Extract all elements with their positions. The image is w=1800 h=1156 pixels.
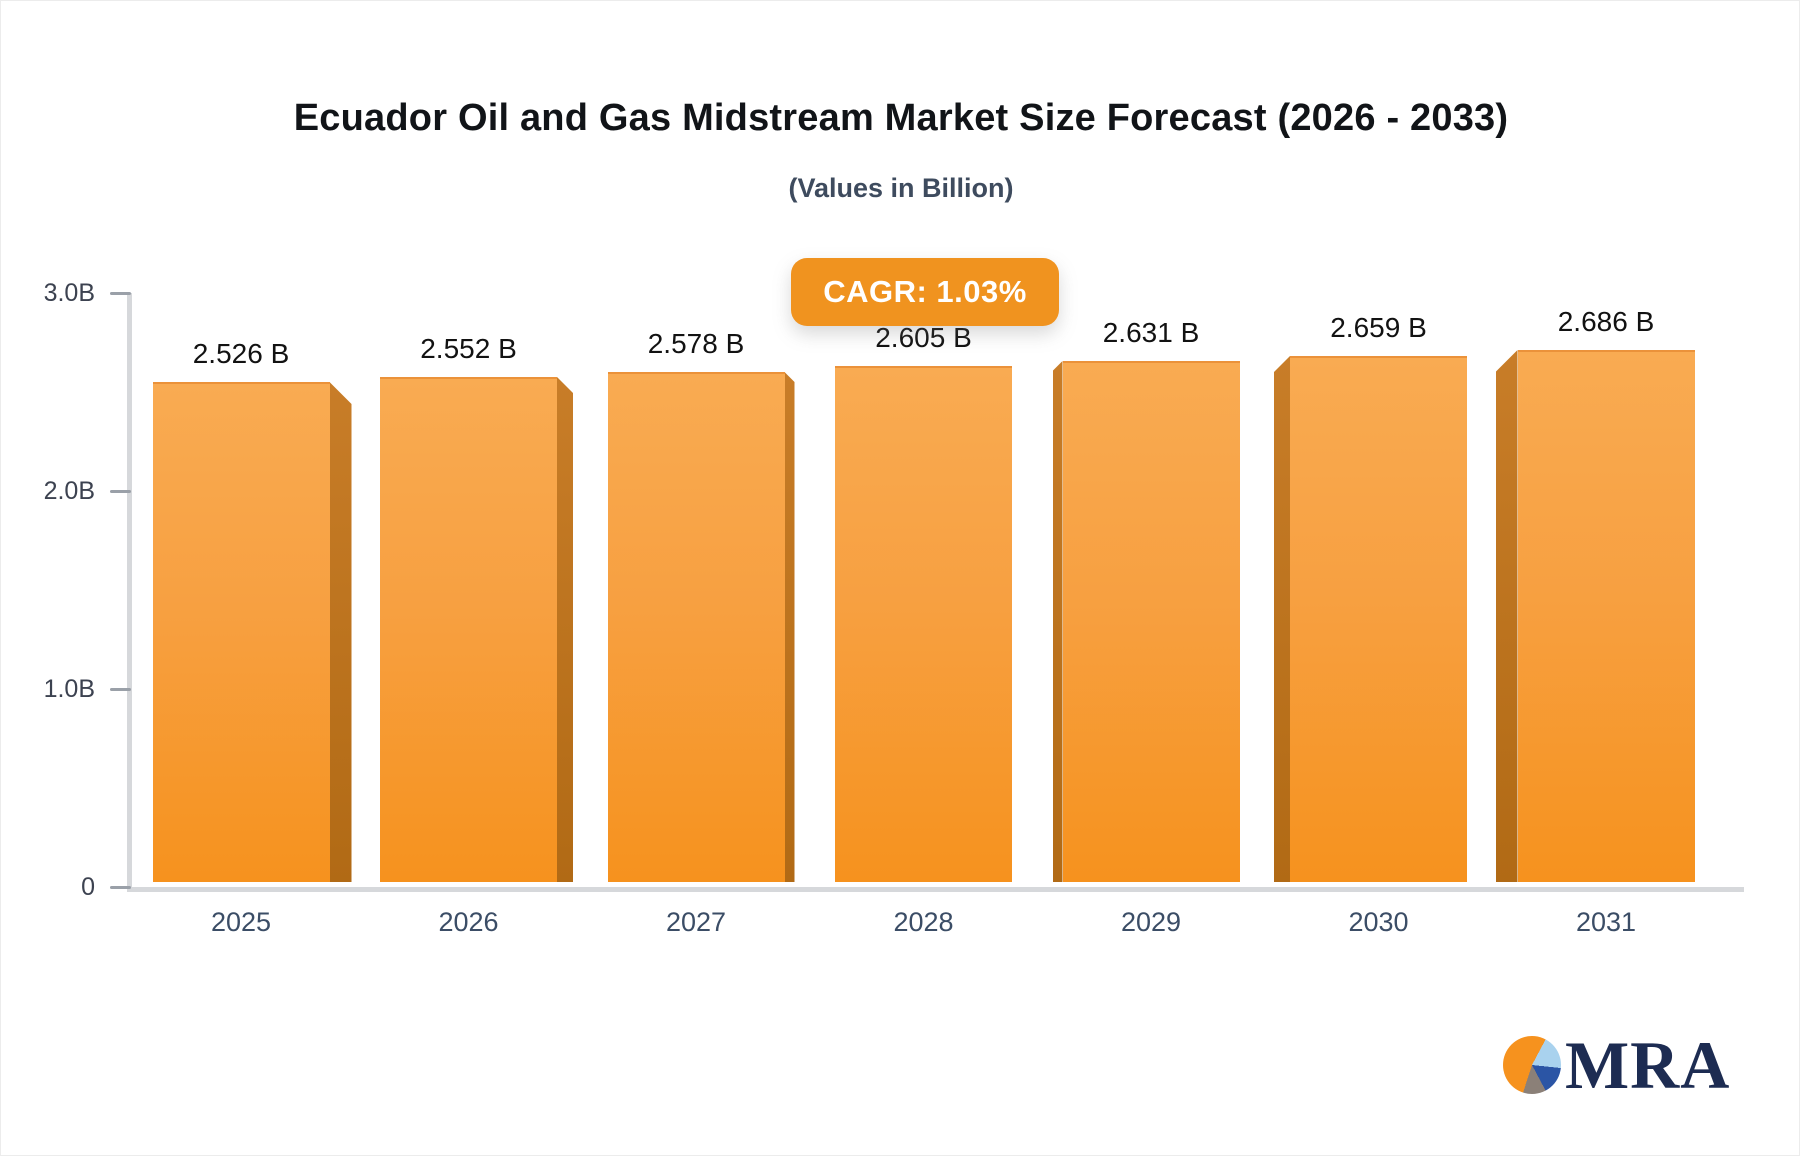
bar-value-label: 2.631 B bbox=[1102, 317, 1200, 348]
bar-value-label: 2.659 B bbox=[1330, 312, 1427, 343]
y-axis-tick-2.0B: 2.0B bbox=[27, 476, 131, 506]
bar-2025: 2.526 B bbox=[152, 338, 352, 882]
y-axis-line bbox=[127, 293, 132, 892]
bar-side-face bbox=[329, 382, 352, 882]
y-axis-tick-1.0B: 1.0B bbox=[27, 674, 131, 704]
pie-chart-logo-icon bbox=[1503, 1036, 1561, 1094]
y-axis-tick-label: 1.0B bbox=[43, 674, 95, 703]
bar-value-label: 2.686 B bbox=[1557, 306, 1655, 337]
x-axis-label-2030: 2030 bbox=[1348, 907, 1409, 937]
brand-logo-text: MRA bbox=[1565, 1027, 1731, 1103]
bar-2027: 2.578 B bbox=[607, 328, 795, 882]
bar-value-label: 2.552 B bbox=[420, 333, 517, 364]
bar-value-label: 2.526 B bbox=[192, 338, 290, 369]
brand-logo: MRA bbox=[1503, 1029, 1730, 1101]
y-axis-tick-mark bbox=[110, 687, 131, 691]
bar-front-face bbox=[152, 382, 330, 882]
x-axis-line bbox=[127, 887, 1744, 892]
x-axis-label-2029: 2029 bbox=[1120, 907, 1182, 937]
bar-side-face bbox=[1274, 356, 1290, 882]
bar-2029: 2.631 B bbox=[1052, 317, 1240, 882]
y-axis-tick-0: 0 bbox=[27, 872, 131, 902]
y-axis-tick-mark bbox=[110, 885, 131, 889]
bar-front-face bbox=[1517, 350, 1695, 882]
bar-value-label: 2.578 B bbox=[647, 328, 745, 359]
y-axis-tick-label: 0 bbox=[81, 872, 95, 901]
bar-front-face bbox=[835, 366, 1012, 882]
y-axis-tick-label: 3.0B bbox=[43, 278, 95, 307]
cagr-badge-label: CAGR: 1.03% bbox=[823, 274, 1027, 309]
x-axis-label-2025: 2025 bbox=[210, 907, 272, 937]
chart-title: Ecuador Oil and Gas Midstream Market Siz… bbox=[293, 97, 1509, 139]
bar-side-face bbox=[557, 377, 573, 882]
bar-side-face bbox=[1495, 350, 1518, 882]
bar-2031: 2.686 B bbox=[1495, 306, 1695, 882]
y-axis-tick-mark bbox=[110, 291, 131, 295]
x-axis-label-2026: 2026 bbox=[438, 907, 499, 937]
x-axis-label-2031: 2031 bbox=[1575, 907, 1637, 937]
bar-value-label: 2.605 B bbox=[875, 322, 972, 353]
chart-subtitle: (Values in Billion) bbox=[788, 173, 1014, 203]
bar-side-face bbox=[1052, 361, 1063, 882]
bar-front-face bbox=[1290, 356, 1467, 882]
x-axis-label-2027: 2027 bbox=[665, 907, 727, 937]
y-axis-tick-label: 2.0B bbox=[43, 476, 95, 505]
bar-front-face bbox=[607, 372, 785, 882]
plot-area: 2.526 B 2025 2.552 B 2026 2.578 B 2027 2.605 B… bbox=[127, 293, 1744, 937]
bar-side-face bbox=[784, 372, 795, 882]
bar-2030: 2.659 B bbox=[1274, 312, 1467, 882]
cagr-badge: CAGR: 1.03% bbox=[791, 258, 1059, 326]
y-axis-tick-mark bbox=[110, 489, 131, 493]
y-axis-tick-3.0B: 3.0B bbox=[27, 278, 131, 308]
bar-2028: 2.605 B bbox=[835, 322, 1012, 882]
bar-front-face bbox=[1062, 361, 1240, 882]
bar-front-face bbox=[380, 377, 557, 882]
bar-2026: 2.552 B bbox=[380, 333, 573, 882]
x-axis-label-2028: 2028 bbox=[893, 907, 954, 937]
